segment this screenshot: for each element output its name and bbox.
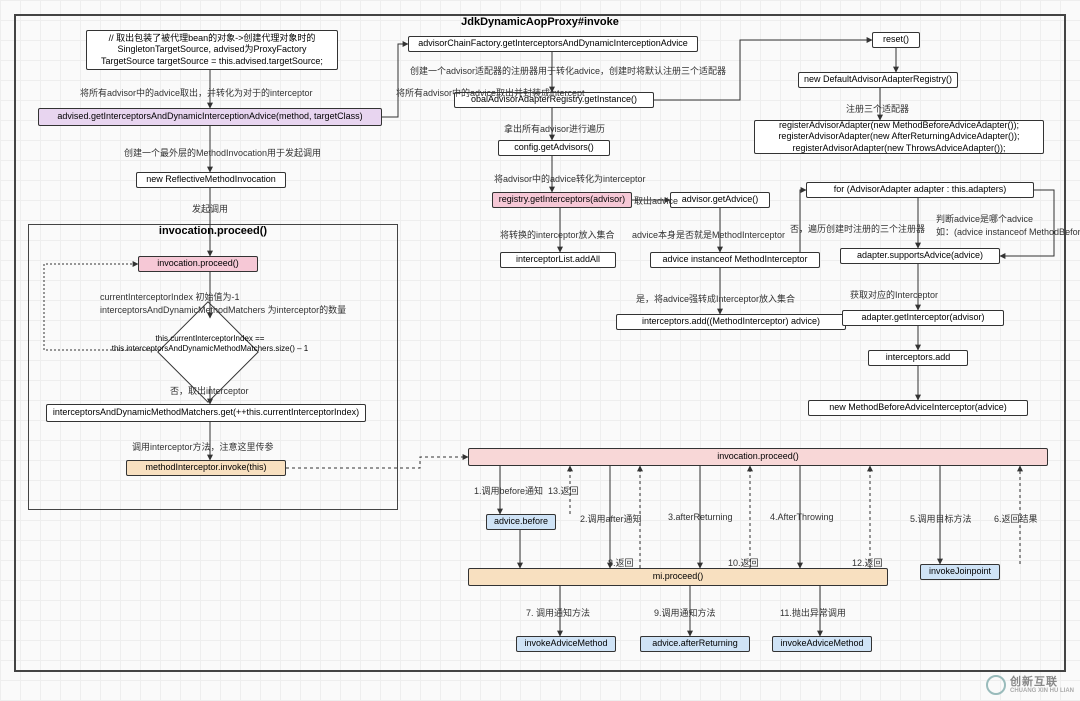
node-pm2: advice.afterReturning: [640, 636, 750, 652]
invocation-frame-title: invocation.proceed(): [29, 223, 397, 239]
node-c1: advisorChainFactory.getInterceptorsAndDy…: [408, 36, 698, 52]
node-r4: for (AdvisorAdapter adapter : this.adapt…: [806, 182, 1034, 198]
node-c4: registry.getInterceptors(advisor): [492, 192, 632, 208]
label-s13: 13.返回: [548, 484, 579, 497]
label-lc2: 拿出所有advisor进行遍历: [504, 122, 605, 135]
label-l2: 创建一个最外层的MethodInvocation用于发起调用: [124, 146, 321, 159]
node-b3: new ReflectiveMethodInvocation: [136, 172, 286, 188]
watermark-text-1: 创新互联: [1010, 677, 1074, 688]
node-pm1: invokeAdviceMethod: [516, 636, 616, 652]
node-r3: registerAdvisorAdapter(new MethodBeforeA…: [754, 120, 1044, 154]
label-lc5b: 否，遍历创建时注册的三个注册器: [790, 222, 925, 235]
label-s8: 8.返回: [608, 556, 634, 569]
node-p2: mi.proceed(): [468, 568, 888, 586]
label-lr3: 获取对应的Interceptor: [850, 288, 938, 301]
node-pm3: invokeAdviceMethod: [772, 636, 872, 652]
label-l5: 否，取出interceptor: [170, 384, 249, 397]
node-c3: config.getAdvisors(): [498, 140, 610, 156]
decision-text: this.currentInterceptorIndex == this.int…: [60, 328, 360, 360]
node-c5: interceptorList.addAll: [500, 252, 616, 268]
label-s2: 2.调用after通知: [580, 512, 642, 525]
node-r8: new MethodBeforeAdviceInterceptor(advice…: [808, 400, 1028, 416]
label-s4: 4.AfterThrowing: [770, 512, 834, 522]
node-b6: methodInterceptor.invoke(this): [126, 460, 286, 476]
node-p1: invocation.proceed(): [468, 448, 1048, 466]
label-s5: 5.调用目标方法: [910, 512, 972, 525]
label-lc7: 取出advice: [634, 194, 678, 207]
node-b2: advised.getInterceptorsAndDynamicInterce…: [38, 108, 382, 126]
node-r5: adapter.supportsAdvice(advice): [840, 248, 1000, 264]
label-s3: 3.afterReturning: [668, 512, 733, 522]
label-lc5: advice本身是否就是MethodInterceptor: [632, 228, 785, 241]
label-s1: 1.调用before通知: [474, 484, 543, 497]
label-lr1: 注册三个适配器: [846, 102, 909, 115]
node-r7: interceptors.add: [868, 350, 968, 366]
label-s11: 11.抛出异常调用: [780, 606, 846, 619]
watermark: 创新互联 CHUANG XIN HU LIAN: [986, 675, 1074, 695]
label-l1: 将所有advisor中的advice取出，并转化为对于的interceptor: [80, 86, 313, 99]
node-r6: adapter.getInterceptor(advisor): [842, 310, 1004, 326]
label-lc3: 将advisor中的advice转化为interceptor: [494, 172, 646, 185]
label-lc6: 是，将advice强转成Interceptor放入集合: [636, 292, 795, 305]
label-s12: 12.返回: [852, 556, 883, 569]
label-lr2: 判断advice是哪个advice 如：(advice instanceof M…: [936, 212, 1080, 238]
node-b4: invocation.proceed(): [138, 256, 258, 272]
outer-frame-title: JdkDynamicAopProxy#invoke: [16, 14, 1064, 30]
node-c6: advice instanceof MethodInterceptor: [650, 252, 820, 268]
node-r2: new DefaultAdvisorAdapterRegistry(): [798, 72, 958, 88]
node-c7: interceptors.add((MethodInterceptor) adv…: [616, 314, 846, 330]
label-lc4: 将转换的interceptor放入集合: [500, 228, 615, 241]
node-adv: advisor.getAdvice(): [670, 192, 770, 208]
node-b5: interceptorsAndDynamicMethodMatchers.get…: [46, 404, 366, 422]
label-l3: 发起调用: [192, 202, 228, 215]
label-l1b: 将所有advisor中的advice取出并封装成intercept: [396, 86, 585, 99]
label-s7: 7. 调用通知方法: [526, 606, 590, 619]
label-s10: 10.返回: [728, 556, 759, 569]
label-l6: 调用interceptor方法，注意这里传参: [132, 440, 274, 453]
label-s6: 6.返回结果: [994, 512, 1038, 525]
node-b1: // 取出包装了被代理bean的对象->创建代理对象时的 SingletonTa…: [86, 30, 338, 70]
watermark-text-2: CHUANG XIN HU LIAN: [1010, 688, 1074, 694]
label-s9: 9.调用通知方法: [654, 606, 716, 619]
node-pj: invokeJoinpoint: [920, 564, 1000, 580]
watermark-icon: [986, 675, 1006, 695]
label-lc1: 创建一个advisor适配器的注册器用于转化advice，创建时将默认注册三个适…: [410, 64, 726, 77]
node-r1: reset(): [872, 32, 920, 48]
diagram-canvas: JdkDynamicAopProxy#invoke invocation.pro…: [0, 0, 1080, 701]
label-l4: currentInterceptorIndex 初始值为-1 intercept…: [100, 290, 346, 316]
node-pb: advice.before: [486, 514, 556, 530]
